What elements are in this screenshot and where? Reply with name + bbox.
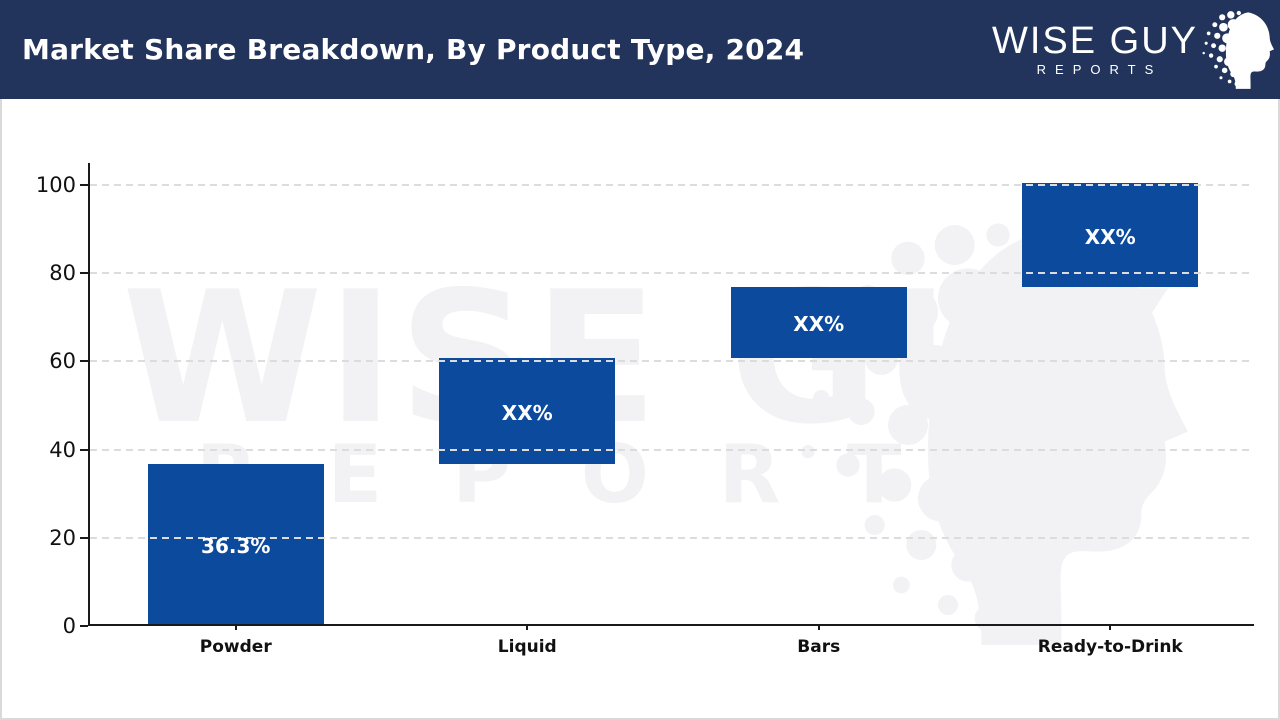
waterfall-bar-ready-to-drink — [1022, 183, 1199, 288]
y-gridline — [90, 360, 1254, 363]
x-axis-category-label: Bars — [797, 637, 841, 657]
x-axis-category-label: Liquid — [497, 637, 557, 657]
y-axis-tick-label: 40 — [49, 437, 76, 462]
y-axis-tick — [80, 448, 88, 451]
wise-guy-reports-logo: WISE GUY REPORTS — [992, 0, 1274, 99]
y-gridline — [90, 448, 1254, 451]
y-axis-tick-label: 60 — [49, 349, 76, 374]
x-axis-tick — [526, 624, 529, 630]
y-axis-tick — [80, 536, 88, 539]
logo-brand-subtitle: REPORTS — [1036, 62, 1163, 78]
y-axis-tick-label: 80 — [49, 261, 76, 286]
logo-text: WISE GUY REPORTS — [991, 19, 1198, 78]
bar-value-label: 36.3% — [201, 533, 271, 558]
y-axis-tick-label: 100 — [35, 173, 76, 198]
y-axis-tick — [80, 272, 88, 275]
y-axis-tick — [80, 625, 88, 627]
x-axis-tick — [817, 624, 820, 630]
bar-value-label: XX% — [1084, 225, 1136, 250]
chart-title: Market Share Breakdown, By Product Type,… — [22, 33, 805, 66]
y-axis-tick-label: 20 — [49, 525, 76, 550]
x-axis-category-label: Ready-to-Drink — [1037, 637, 1183, 657]
logo-brand-name: WISE GUY — [991, 19, 1198, 62]
plot-area: 0 20 40 60 80 100 36.3% Powder XX% Liquid XX% Bars X… — [36, 163, 1254, 657]
bar-value-label: XX% — [501, 400, 553, 425]
y-axis-tick — [80, 184, 88, 187]
waterfall-bar-liquid — [439, 357, 616, 464]
watermark-layer: WISE GUY REPORTS — [0, 99, 1280, 720]
dot-head-logo-icon — [1200, 7, 1274, 93]
y-axis-tick — [80, 360, 88, 363]
bar-value-label: XX% — [793, 312, 845, 337]
x-axis-tick — [234, 624, 237, 630]
x-axis-tick — [1109, 624, 1112, 630]
waterfall-bar-bars — [730, 287, 907, 358]
y-axis-tick-label: 0 — [62, 614, 76, 638]
header-bar: Market Share Breakdown, By Product Type,… — [0, 0, 1280, 99]
waterfall-bar-powder — [147, 463, 324, 624]
x-axis-category-label: Powder — [199, 637, 272, 657]
